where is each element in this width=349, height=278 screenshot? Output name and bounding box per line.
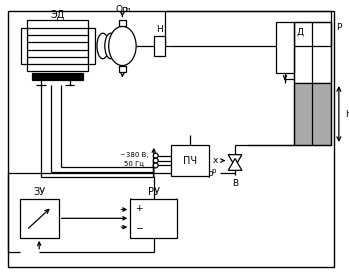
Bar — [119, 66, 126, 72]
Text: Н: Н — [156, 25, 163, 34]
Bar — [154, 36, 164, 56]
Text: В: В — [232, 178, 238, 188]
Circle shape — [153, 153, 158, 158]
Text: ЭД: ЭД — [51, 10, 65, 20]
Bar — [119, 19, 126, 26]
Text: р: р — [211, 168, 216, 174]
Text: Р: Р — [336, 23, 341, 32]
Bar — [171, 145, 209, 176]
Text: ПЧ: ПЧ — [183, 156, 197, 165]
Bar — [32, 73, 83, 80]
Text: ЗУ: ЗУ — [33, 187, 45, 197]
Text: h: h — [345, 110, 349, 118]
Text: −: − — [135, 224, 143, 233]
Text: +: + — [135, 204, 143, 213]
Bar — [130, 199, 177, 238]
Ellipse shape — [97, 33, 109, 59]
Ellipse shape — [105, 33, 117, 59]
Bar — [294, 23, 331, 83]
Text: ~380 В,: ~380 В, — [120, 152, 148, 158]
Text: x: x — [213, 156, 218, 165]
Bar — [28, 21, 88, 71]
Text: Qп: Qп — [116, 5, 129, 14]
Bar — [88, 28, 95, 64]
Circle shape — [153, 158, 158, 163]
Bar — [276, 23, 294, 73]
Ellipse shape — [109, 26, 136, 66]
Circle shape — [153, 163, 158, 168]
Text: 50 Гц: 50 Гц — [124, 160, 144, 167]
Polygon shape — [228, 155, 242, 167]
Polygon shape — [228, 158, 242, 170]
Text: РУ: РУ — [148, 187, 160, 197]
Text: Qр: Qр — [201, 169, 214, 178]
Text: п: п — [125, 7, 130, 13]
Bar — [21, 28, 28, 64]
Bar — [294, 23, 331, 145]
Text: Д: Д — [296, 28, 303, 37]
Bar — [20, 199, 59, 238]
Bar — [294, 83, 331, 145]
